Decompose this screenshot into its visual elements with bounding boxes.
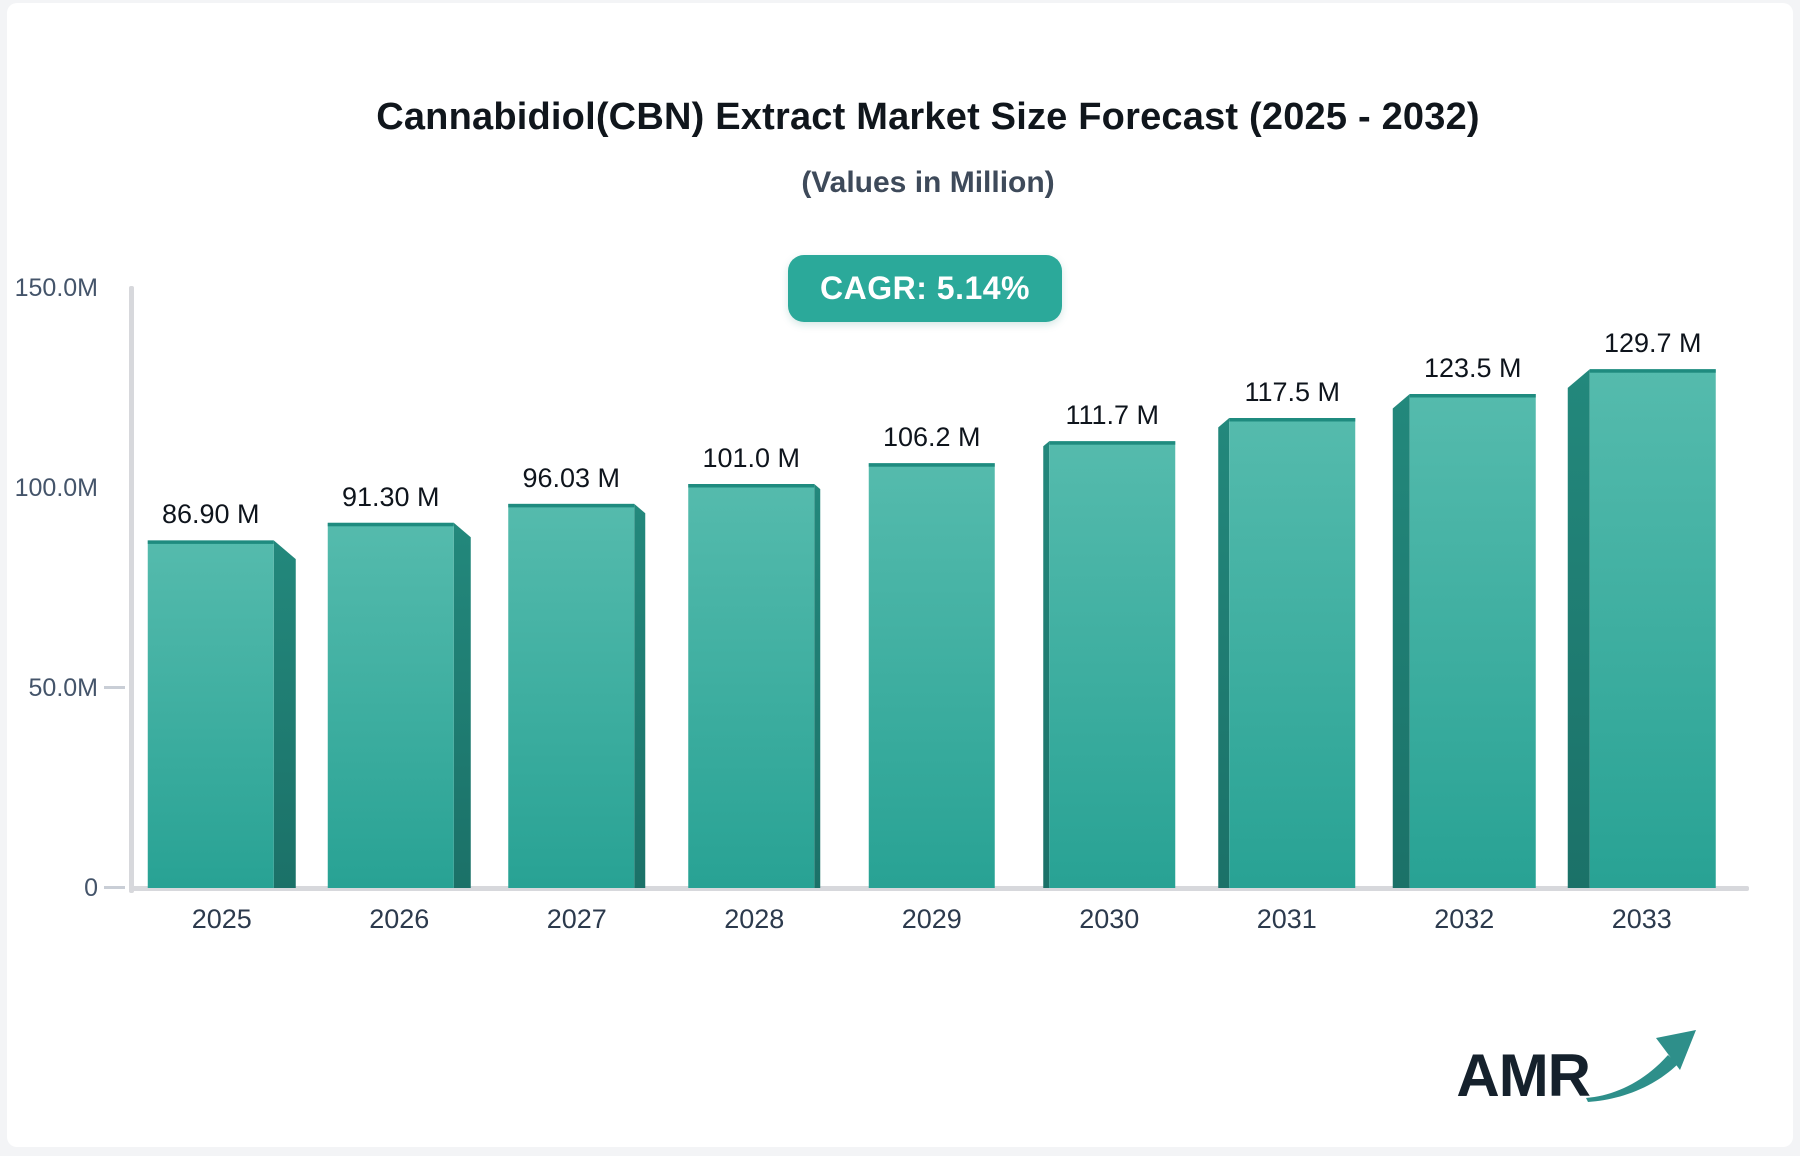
bar	[327, 522, 454, 888]
bar-side-face	[273, 540, 296, 888]
cagr-badge: CAGR: 5.14%	[788, 255, 1062, 322]
bar-side-face	[814, 484, 821, 888]
bar	[147, 540, 274, 888]
chart-subtitle: (Values in Million)	[801, 166, 1055, 199]
bar-side-face	[1043, 441, 1050, 888]
amr-logo: AMR	[1456, 1028, 1700, 1109]
bar-top-edge	[508, 503, 635, 508]
bar-top-edge	[147, 540, 274, 544]
bar-top-edge	[1229, 418, 1356, 422]
bar-top-edge	[1049, 441, 1176, 445]
bar	[1589, 369, 1716, 888]
bar	[688, 484, 815, 888]
bar-top-edge	[688, 484, 815, 488]
bar	[1409, 394, 1536, 888]
trend-up-arrow-icon	[1586, 1030, 1696, 1102]
bar	[1229, 418, 1356, 888]
y-axis-line	[129, 286, 134, 893]
chart-title: Cannabidiol(CBN) Extract Market Size For…	[376, 96, 1480, 138]
bar-side-face	[1567, 369, 1590, 888]
bar-top-edge	[868, 463, 995, 467]
y-tick-mark	[104, 686, 125, 689]
bar	[868, 463, 995, 888]
bar	[508, 503, 635, 888]
amr-logo-text: AMR	[1456, 1042, 1591, 1109]
bar-side-face	[453, 522, 471, 888]
bar-side-face	[1218, 418, 1230, 888]
bar-top-edge	[1589, 369, 1716, 373]
bar-side-face	[634, 503, 646, 888]
bar-top-edge	[327, 522, 454, 527]
bar	[1049, 441, 1176, 888]
bar-top-edge	[1409, 394, 1536, 398]
bar-side-face	[1392, 394, 1410, 888]
y-tick-mark	[104, 886, 125, 889]
